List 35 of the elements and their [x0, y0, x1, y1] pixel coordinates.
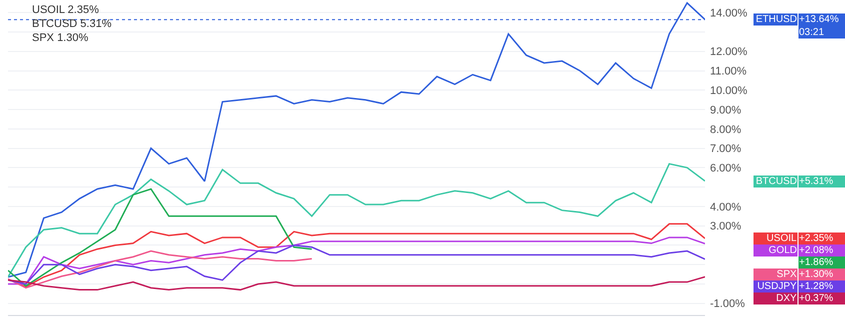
y-tick-label: 3.00%	[710, 220, 742, 233]
legend-label: GOLD	[768, 245, 797, 256]
legend-label: USOIL	[766, 233, 797, 244]
y-tick-label: 6.00%	[710, 162, 742, 175]
line-series	[8, 236, 705, 285]
y-tick-label: -1.00%	[710, 298, 746, 310]
annotation: SPX 1.30%	[32, 32, 88, 44]
y-tick-label: 7.00%	[710, 143, 742, 156]
line-series	[8, 163, 705, 278]
text: +1.86%	[799, 257, 834, 268]
line-series	[8, 188, 313, 287]
annotation: BTCUSD 5.31%	[32, 18, 112, 30]
text: +13.64% 03:21	[799, 14, 839, 38]
legend-label: DXY	[776, 293, 797, 304]
text: +1.28%	[799, 281, 834, 292]
text: ETHUSD	[756, 14, 797, 25]
text: +5.31%	[799, 176, 834, 187]
y-tick-label: 14.00%	[710, 7, 748, 20]
line-series	[8, 276, 705, 291]
line-series	[8, 244, 705, 285]
legend-label: USDJPY	[757, 281, 797, 292]
text: +1.30%	[799, 269, 834, 280]
annotation: USOIL 2.35%	[32, 4, 100, 16]
legend-label: SPX	[776, 269, 797, 280]
y-tick-label: 4.00%	[710, 201, 742, 214]
line-series	[8, 250, 313, 289]
y-tick-label: 9.00%	[710, 104, 742, 116]
y-tick-label: 10.00%	[710, 84, 748, 97]
legend-label: BTCUSD	[756, 176, 797, 187]
y-tick-label: 12.00%	[710, 46, 748, 58]
y-tick-label: 11.00%	[710, 66, 747, 78]
text: +0.37%	[799, 293, 834, 304]
text: +2.35%	[799, 233, 834, 244]
y-tick-label: 8.00%	[710, 124, 742, 136]
text: +2.08%	[799, 245, 834, 256]
